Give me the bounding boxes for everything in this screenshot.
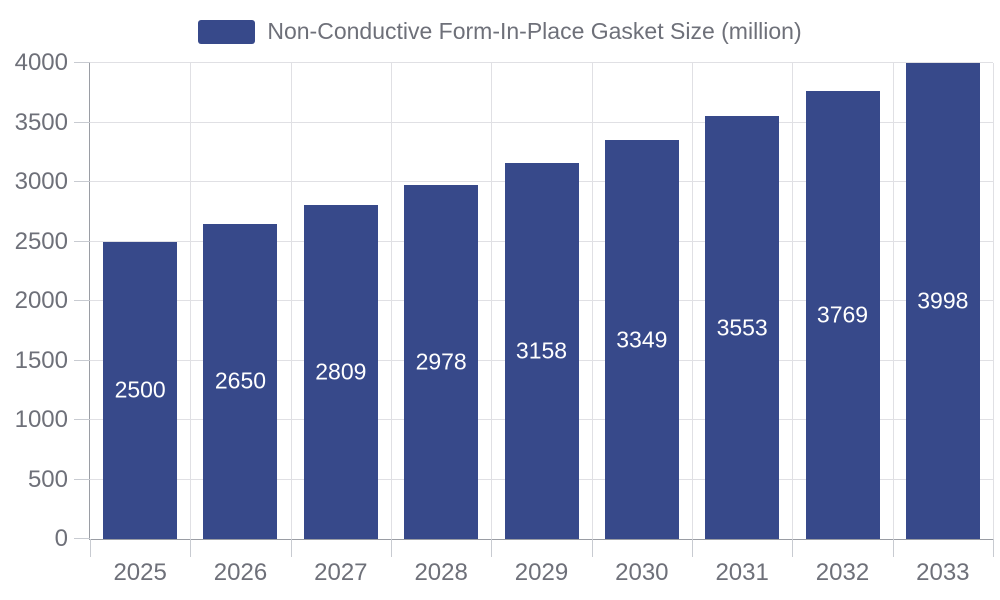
bar[interactable]: 3349 — [604, 140, 679, 539]
bar[interactable]: 2650 — [203, 223, 278, 539]
y-tick-label: 0 — [54, 525, 68, 552]
gridline-v — [190, 63, 192, 539]
x-axis-tick — [691, 539, 693, 557]
gridline-v — [290, 63, 292, 539]
x-axis-tick — [491, 539, 493, 557]
y-tick-label: 3500 — [14, 108, 68, 136]
y-axis-tick — [74, 240, 90, 242]
y-tick-label: 1000 — [14, 406, 68, 433]
y-axis-tick — [74, 538, 90, 539]
gridline-v — [591, 63, 593, 539]
bar-value-label: 3158 — [515, 337, 568, 364]
bar[interactable]: 3553 — [705, 116, 780, 539]
legend-swatch — [198, 19, 256, 44]
bar-value-label: 2978 — [415, 348, 467, 375]
legend[interactable]: Non-Conductive Form-In-Place Gasket Size… — [0, 18, 1000, 45]
y-axis-tick — [74, 121, 90, 123]
bar[interactable]: 3998 — [905, 63, 980, 539]
x-tick-label: 2032 — [815, 559, 870, 586]
x-tick-label: 2031 — [715, 559, 769, 586]
bar[interactable]: 2978 — [404, 184, 479, 539]
x-tick-label: 2025 — [113, 559, 167, 586]
y-axis-tick — [74, 478, 90, 480]
bar-value-label: 3769 — [816, 301, 869, 328]
gridline-v — [892, 63, 894, 539]
gridline-v — [390, 63, 392, 539]
x-tick-label: 2033 — [916, 559, 970, 586]
bar-value-label: 2650 — [214, 367, 267, 394]
x-tick-label: 2026 — [213, 559, 268, 586]
gridline-v — [792, 63, 794, 539]
y-tick-label: 500 — [27, 465, 68, 493]
x-axis-tick — [290, 539, 292, 557]
bar[interactable]: 3158 — [504, 163, 579, 539]
plot-area: 0 500 1000 1500 2000 2500 3000 3500 4000 2500 2025… — [15, 51, 994, 585]
x-tick-label: 2028 — [414, 559, 468, 586]
bar[interactable]: 2500 — [103, 241, 178, 539]
y-tick-label: 4000 — [14, 49, 68, 76]
x-axis-tick — [591, 539, 593, 557]
gridline-h — [90, 62, 993, 63]
bar-value-label: 3998 — [917, 287, 969, 314]
gridline-v — [993, 63, 994, 539]
x-tick-label: 2027 — [314, 559, 368, 586]
y-tick-label: 2500 — [14, 227, 68, 255]
y-axis-tick — [74, 300, 90, 301]
bar-value-label: 3349 — [616, 326, 668, 353]
bar-value-label: 2500 — [114, 376, 166, 403]
x-axis-tick — [190, 539, 192, 557]
y-axis-tick — [74, 181, 90, 182]
x-axis-tick — [90, 539, 91, 557]
y-axis-tick — [74, 419, 90, 420]
x-tick-label: 2029 — [514, 559, 569, 586]
x-axis-tick — [892, 539, 894, 557]
y-tick-label: 2000 — [14, 287, 68, 314]
x-axis-tick — [792, 539, 794, 557]
bar[interactable]: 3769 — [805, 90, 880, 539]
gridline-v — [491, 63, 493, 539]
x-axis-tick — [390, 539, 392, 557]
legend-label: Non-Conductive Form-In-Place Gasket Size… — [267, 18, 802, 44]
y-tick-label: 3000 — [14, 168, 68, 195]
x-axis-tick — [993, 539, 994, 557]
gridline-v — [691, 63, 693, 539]
y-axis-tick — [74, 62, 90, 63]
gridline-h — [90, 121, 993, 123]
bar[interactable]: 2809 — [303, 204, 378, 539]
bar-value-label: 2809 — [315, 358, 367, 385]
x-tick-label: 2030 — [615, 559, 669, 586]
y-axis-tick — [74, 359, 90, 361]
bar-value-label: 3553 — [716, 314, 768, 341]
y-tick-label: 1500 — [14, 346, 68, 374]
